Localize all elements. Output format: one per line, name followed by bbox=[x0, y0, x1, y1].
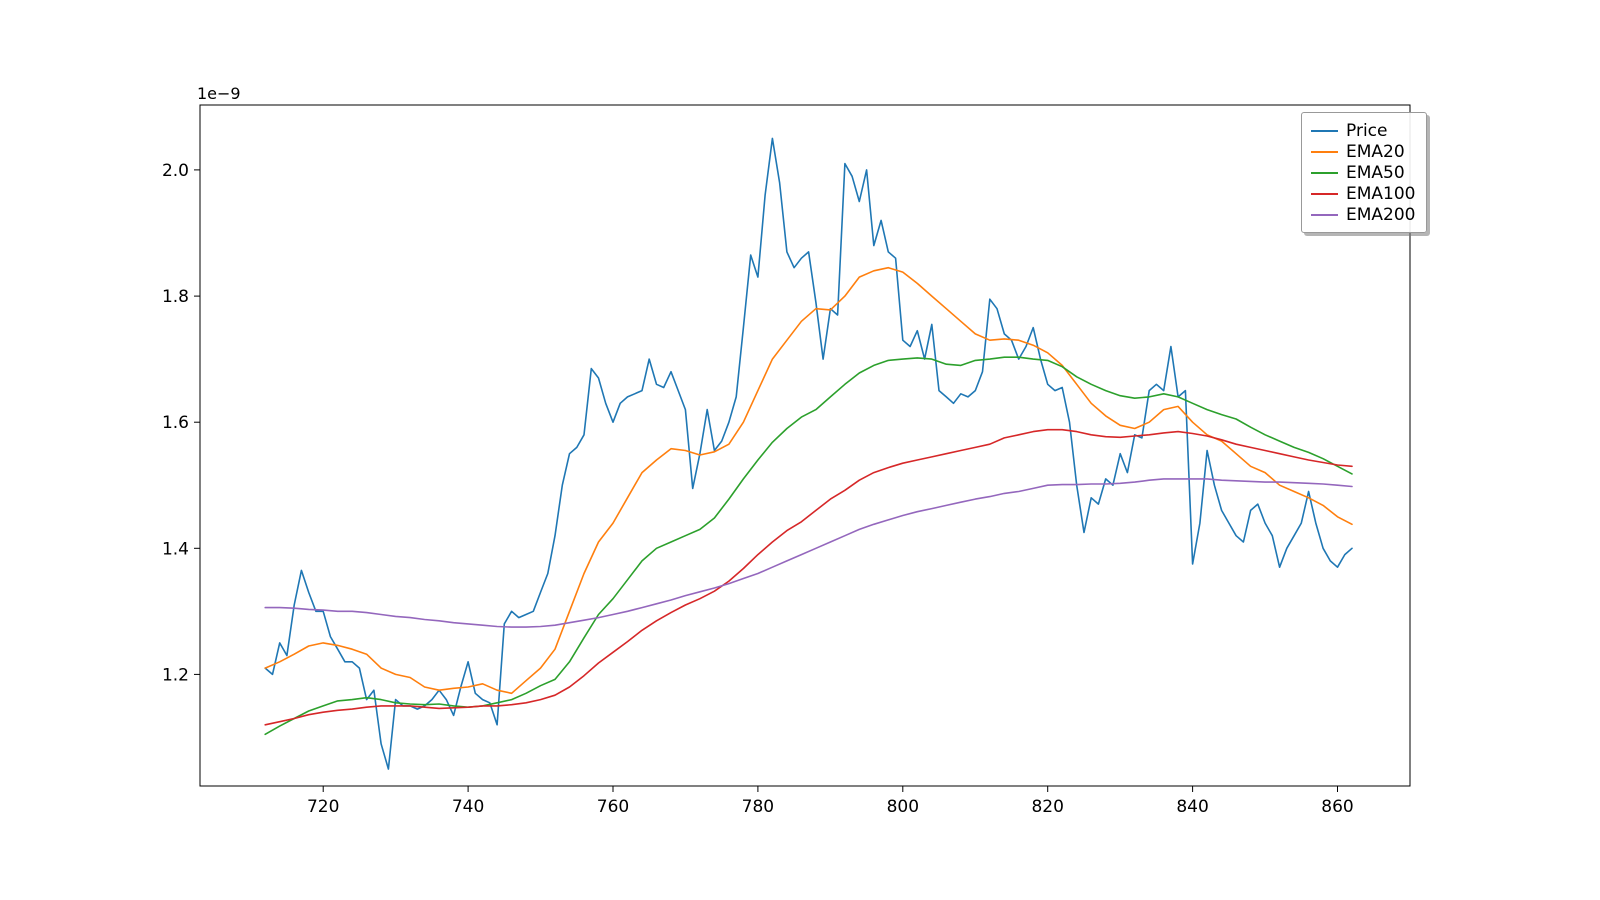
x-tick-label: 840 bbox=[1176, 797, 1208, 817]
series-line-ema20 bbox=[264, 266, 1353, 695]
legend-item-ema200: EMA200 bbox=[1311, 204, 1416, 225]
legend-item-ema100: EMA100 bbox=[1311, 183, 1416, 204]
ema100-line-icon bbox=[1311, 192, 1338, 195]
y-axis-offset-label: 1e−9 bbox=[197, 84, 241, 103]
legend-label-ema50: EMA50 bbox=[1346, 162, 1405, 183]
legend-item-price: Price bbox=[1311, 120, 1416, 141]
price-line-icon bbox=[1311, 129, 1338, 132]
x-tick-label: 760 bbox=[597, 797, 629, 817]
y-tick-label: 1.4 bbox=[162, 539, 189, 559]
x-tick-label: 780 bbox=[742, 797, 774, 817]
legend-label-ema20: EMA20 bbox=[1346, 141, 1405, 162]
legend-item-ema20: EMA20 bbox=[1311, 141, 1416, 162]
ema50-line-icon bbox=[1311, 171, 1338, 174]
axes-frame bbox=[199, 104, 1411, 787]
legend-item-ema50: EMA50 bbox=[1311, 162, 1416, 183]
series-line-ema50 bbox=[264, 356, 1353, 736]
y-tick-label: 1.8 bbox=[162, 287, 189, 307]
ema200-line-icon bbox=[1311, 213, 1338, 216]
y-tick-label: 1.2 bbox=[162, 665, 189, 685]
legend-label-ema100: EMA100 bbox=[1346, 183, 1416, 204]
series-line-ema200 bbox=[264, 478, 1353, 628]
x-tick-label: 860 bbox=[1321, 797, 1353, 817]
series-line-ema100 bbox=[264, 428, 1353, 726]
legend: Price EMA20 EMA50 EMA100 EMA200 bbox=[1301, 112, 1427, 233]
x-tick-label: 720 bbox=[307, 797, 339, 817]
x-tick-label: 820 bbox=[1031, 797, 1063, 817]
y-tick-label: 2.0 bbox=[162, 161, 189, 181]
y-tick-label: 1.6 bbox=[162, 413, 189, 433]
legend-label-ema200: EMA200 bbox=[1346, 204, 1416, 225]
x-tick-label: 800 bbox=[887, 797, 919, 817]
legend-label-price: Price bbox=[1346, 120, 1388, 141]
series-line-price bbox=[264, 137, 1353, 770]
x-tick-label: 740 bbox=[452, 797, 484, 817]
ema20-line-icon bbox=[1311, 150, 1338, 153]
